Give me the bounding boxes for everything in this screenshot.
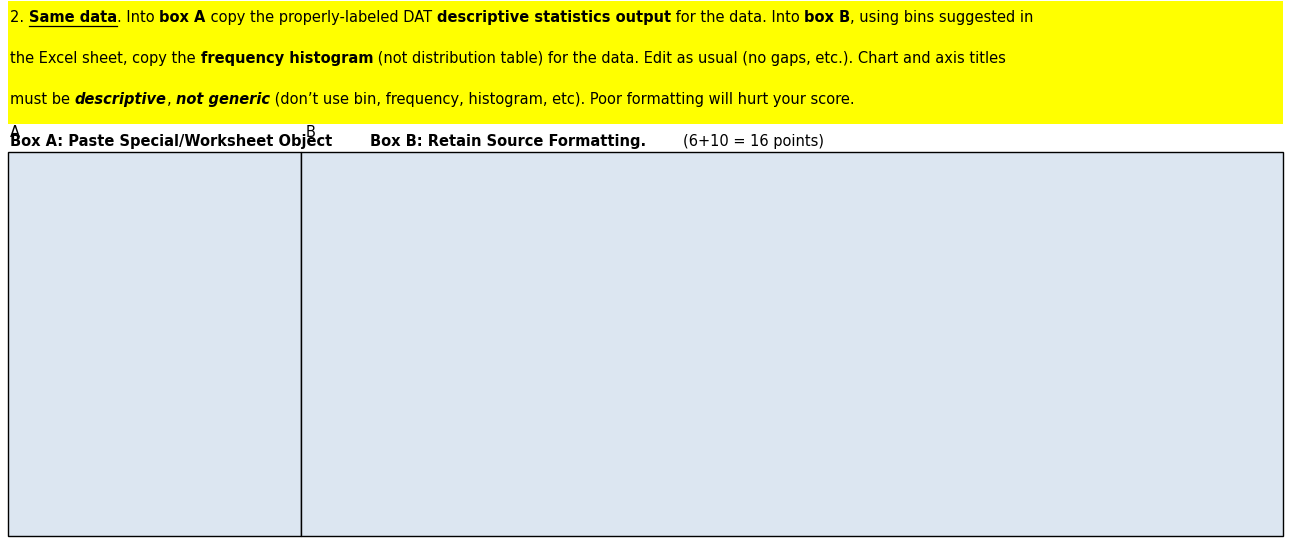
Text: A: A: [10, 125, 21, 140]
Text: box B: box B: [804, 10, 851, 25]
Text: must be: must be: [10, 92, 75, 108]
Text: frequency histogram: frequency histogram: [200, 51, 373, 66]
Text: ,: ,: [167, 92, 176, 108]
Text: B: B: [306, 125, 316, 140]
Text: Same data: Same data: [30, 10, 117, 25]
Text: copy the properly-labeled DAT: copy the properly-labeled DAT: [205, 10, 436, 25]
Text: descriptive: descriptive: [75, 92, 167, 108]
Text: 2.: 2.: [10, 10, 30, 25]
Text: . Into: . Into: [117, 10, 160, 25]
Text: (don’t use bin, frequency, histogram, etc). Poor formatting will hurt your score: (don’t use bin, frequency, histogram, et…: [270, 92, 855, 108]
Bar: [8, 1, 1283, 124]
Text: the Excel sheet, copy the: the Excel sheet, copy the: [10, 51, 200, 66]
Text: not generic: not generic: [176, 92, 270, 108]
Bar: [301, 152, 1283, 536]
Text: , using bins suggested in: , using bins suggested in: [851, 10, 1034, 25]
Text: descriptive statistics output: descriptive statistics output: [436, 10, 671, 25]
Text: Box A: Paste Special/Worksheet Object: Box A: Paste Special/Worksheet Object: [10, 134, 333, 149]
Text: Box B: Retain Source Formatting.: Box B: Retain Source Formatting.: [369, 134, 646, 149]
Text: (6+10 = 16 points): (6+10 = 16 points): [646, 134, 824, 149]
Bar: [8, 152, 301, 536]
Text: (not distribution table) for the data. Edit as usual (no gaps, etc.). Chart and : (not distribution table) for the data. E…: [373, 51, 1006, 66]
Text: for the data. Into: for the data. Into: [671, 10, 804, 25]
Text: box A: box A: [160, 10, 205, 25]
